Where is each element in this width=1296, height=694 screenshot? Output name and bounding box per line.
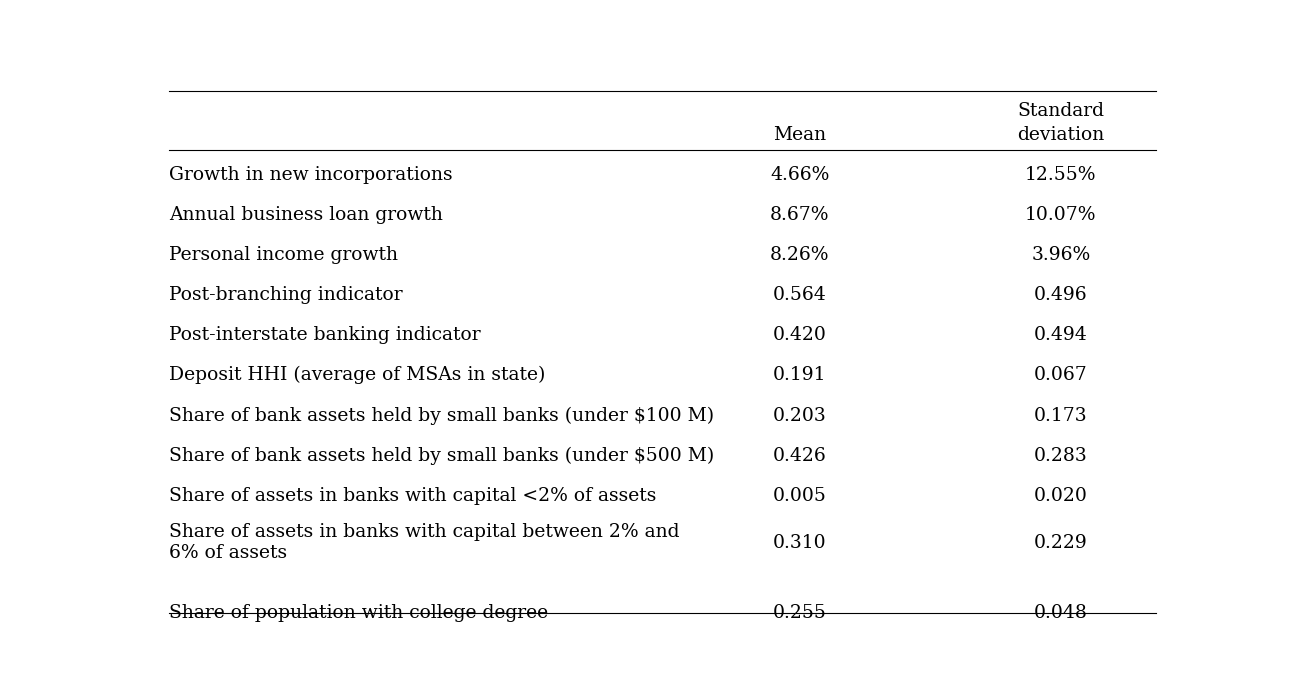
Text: Share of assets in banks with capital between 2% and: Share of assets in banks with capital be… [168, 523, 679, 541]
Text: 0.048: 0.048 [1034, 604, 1087, 622]
Text: 0.494: 0.494 [1034, 326, 1087, 344]
Text: 8.67%: 8.67% [770, 206, 829, 223]
Text: 0.564: 0.564 [772, 286, 827, 304]
Text: 0.191: 0.191 [772, 366, 827, 384]
Text: 0.203: 0.203 [772, 407, 827, 425]
Text: 0.310: 0.310 [772, 534, 827, 552]
Text: Annual business loan growth: Annual business loan growth [168, 206, 443, 223]
Text: Share of population with college degree: Share of population with college degree [168, 604, 548, 622]
Text: 0.229: 0.229 [1034, 534, 1087, 552]
Text: Share of bank assets held by small banks (under $500 M): Share of bank assets held by small banks… [168, 446, 714, 465]
Text: 4.66%: 4.66% [770, 166, 829, 184]
Text: deviation: deviation [1017, 126, 1104, 144]
Text: Deposit HHI (average of MSAs in state): Deposit HHI (average of MSAs in state) [168, 366, 546, 384]
Text: 0.173: 0.173 [1034, 407, 1087, 425]
Text: 10.07%: 10.07% [1025, 206, 1096, 223]
Text: 0.067: 0.067 [1034, 366, 1087, 384]
Text: 3.96%: 3.96% [1032, 246, 1090, 264]
Text: 0.020: 0.020 [1034, 486, 1087, 505]
Text: Growth in new incorporations: Growth in new incorporations [168, 166, 452, 184]
Text: 0.255: 0.255 [772, 604, 827, 622]
Text: Share of bank assets held by small banks (under $100 M): Share of bank assets held by small banks… [168, 407, 714, 425]
Text: 6% of assets: 6% of assets [168, 544, 288, 562]
Text: 8.26%: 8.26% [770, 246, 829, 264]
Text: Post-branching indicator: Post-branching indicator [168, 286, 403, 304]
Text: 0.496: 0.496 [1034, 286, 1087, 304]
Text: 0.420: 0.420 [772, 326, 827, 344]
Text: Share of assets in banks with capital <2% of assets: Share of assets in banks with capital <2… [168, 486, 656, 505]
Text: Standard: Standard [1017, 102, 1104, 120]
Text: 0.426: 0.426 [772, 447, 827, 465]
Text: 0.005: 0.005 [772, 486, 827, 505]
Text: Mean: Mean [774, 126, 827, 144]
Text: Post-interstate banking indicator: Post-interstate banking indicator [168, 326, 481, 344]
Text: 12.55%: 12.55% [1025, 166, 1096, 184]
Text: 0.283: 0.283 [1034, 447, 1087, 465]
Text: Personal income growth: Personal income growth [168, 246, 398, 264]
